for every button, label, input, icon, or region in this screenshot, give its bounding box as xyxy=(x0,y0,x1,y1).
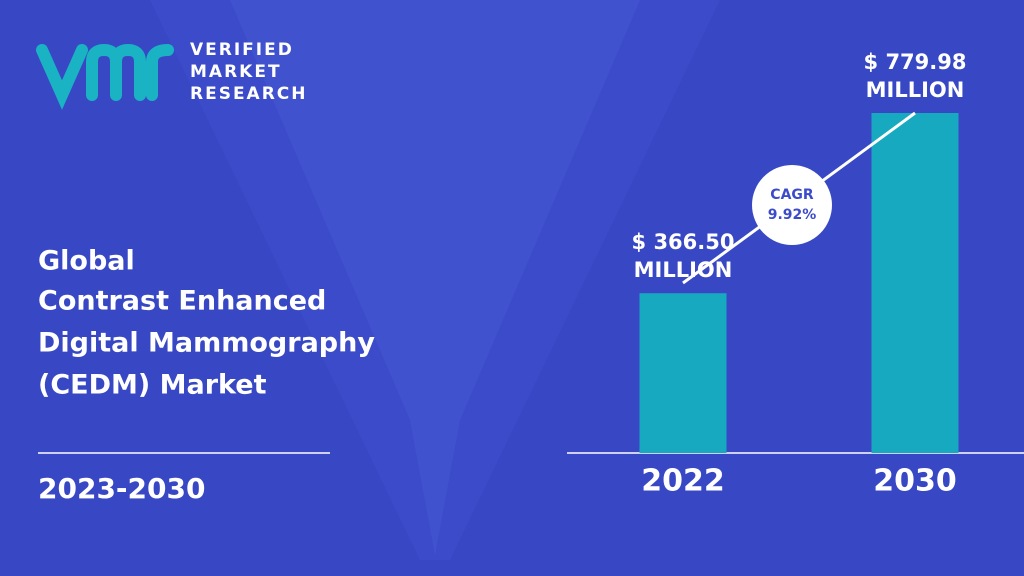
title-line: Global xyxy=(38,246,135,277)
title-line: Digital Mammography xyxy=(38,328,375,359)
cagr-label: CAGR xyxy=(770,187,814,203)
logo-text: RESEARCH xyxy=(190,84,308,104)
logo-text: VERIFIED xyxy=(190,40,294,60)
x-tick-label: 2030 xyxy=(873,464,957,499)
value-label: $ 366.50 MILLION xyxy=(632,230,735,282)
logo-mark xyxy=(36,43,174,110)
cagr-badge xyxy=(752,165,832,245)
x-tick-label: 2022 xyxy=(641,464,725,499)
period: 2023-2030 xyxy=(38,472,205,505)
logo-text: MARKET xyxy=(190,62,282,82)
bar xyxy=(639,293,727,453)
background-v-inner xyxy=(230,0,640,555)
value-label-line: MILLION xyxy=(866,78,965,102)
value-label: $ 779.98 MILLION xyxy=(864,50,967,102)
value-label-line: $ 779.98 xyxy=(864,50,967,74)
value-label-line: MILLION xyxy=(634,258,733,282)
value-label-line: $ 366.50 xyxy=(632,230,735,254)
cagr-value: 9.92% xyxy=(768,207,817,223)
title-line: Contrast Enhanced xyxy=(38,286,326,317)
title-line: (CEDM) Market xyxy=(38,370,267,401)
bar xyxy=(871,113,959,453)
